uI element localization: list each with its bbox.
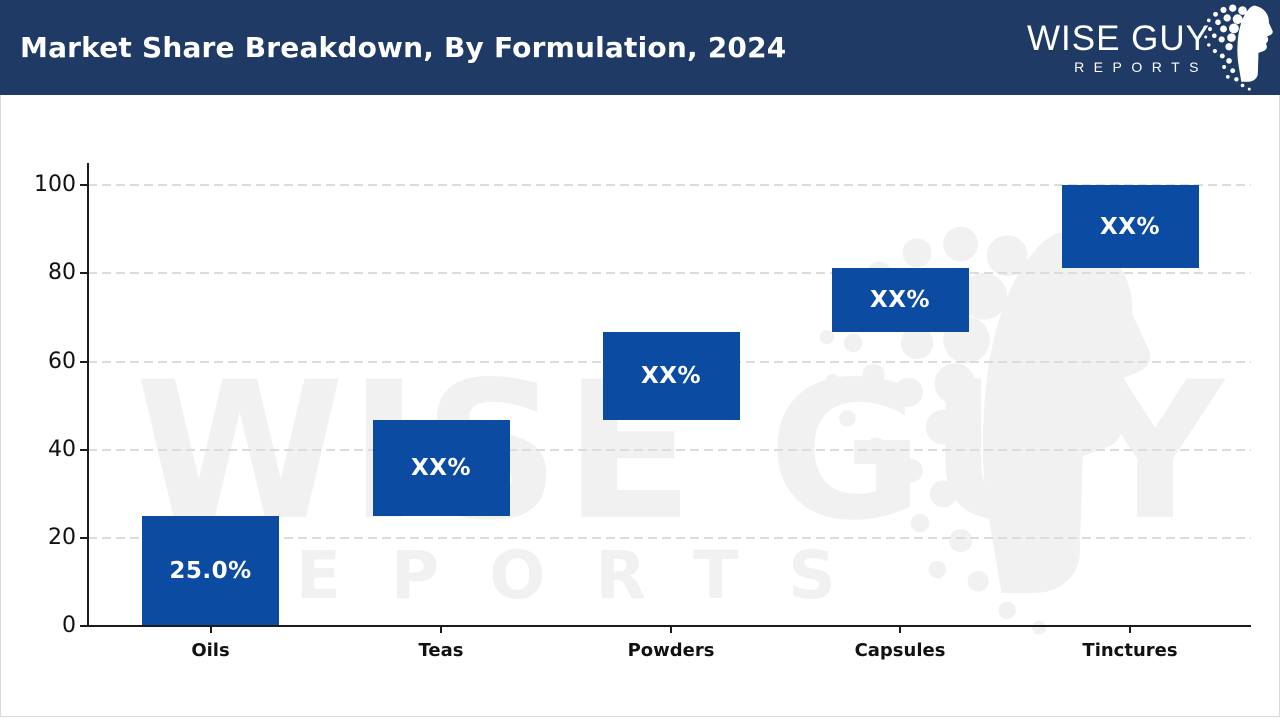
- watermark-text-reports: REPORTS: [195, 537, 886, 614]
- bar-value-label: XX%: [869, 286, 930, 313]
- y-axis-tick: [80, 625, 87, 627]
- bar-value-label: XX%: [1099, 213, 1160, 240]
- y-axis-tick: [80, 536, 87, 539]
- bar-oils: 25.0%: [142, 515, 279, 626]
- y-axis-tick: [80, 272, 87, 275]
- x-axis-tick: [899, 627, 901, 633]
- y-axis-tick-label: 20: [48, 524, 76, 550]
- x-axis-tick: [670, 627, 672, 633]
- chart-title: Market Share Breakdown, By Formulation, …: [20, 31, 787, 64]
- x-axis-category-label: Tinctures: [1082, 640, 1178, 661]
- y-axis-tick-label: 100: [34, 172, 76, 198]
- bar-value-label: XX%: [640, 362, 701, 389]
- x-axis-category-label: Oils: [191, 640, 230, 661]
- gridline: [88, 184, 1251, 187]
- gridline: [88, 272, 1251, 275]
- logo-text-reports: REPORTS: [1074, 58, 1208, 75]
- x-axis-line: [87, 625, 1251, 627]
- bar-powders: XX%: [602, 331, 740, 420]
- wiseguy-logo: WISE GUY REPORTS: [1027, 0, 1278, 95]
- bar-value-label: XX%: [410, 454, 471, 481]
- y-axis-tick-label: 0: [62, 613, 76, 638]
- y-axis-tick-label: 60: [48, 348, 76, 374]
- y-axis-tick-label: 80: [48, 260, 76, 286]
- y-axis-tick: [80, 360, 87, 363]
- bar-teas: XX%: [372, 419, 510, 516]
- x-axis-tick: [1129, 627, 1131, 633]
- logo-wordmark: WISE GUY REPORTS: [1027, 21, 1210, 75]
- bar-capsules: XX%: [831, 268, 969, 332]
- y-axis-line: [87, 163, 89, 627]
- x-axis-tick: [440, 627, 442, 633]
- x-axis-tick: [209, 627, 212, 633]
- y-axis-tick: [80, 448, 87, 451]
- x-axis-category-label: Capsules: [854, 640, 946, 661]
- y-axis-tick: [80, 184, 87, 187]
- bar-value-label: 25.0%: [169, 557, 252, 584]
- gridline: [88, 536, 1251, 539]
- bar-tinctures: XX%: [1061, 185, 1199, 269]
- x-axis-category-label: Teas: [418, 640, 464, 661]
- y-axis-tick-label: 40: [48, 436, 76, 462]
- x-axis-category-label: Powders: [627, 640, 715, 661]
- logo-text-wise-guy: WISE GUY: [1026, 18, 1210, 58]
- gridline: [88, 448, 1251, 451]
- header-band: Market Share Breakdown, By Formulation, …: [0, 0, 1280, 95]
